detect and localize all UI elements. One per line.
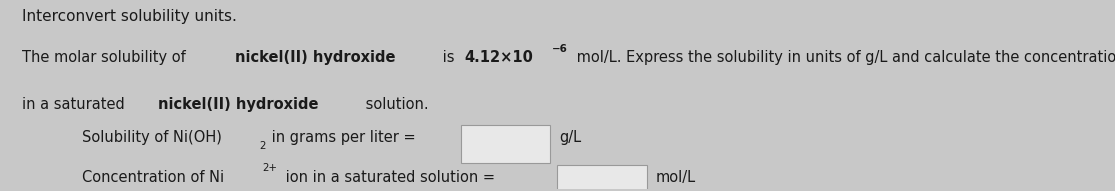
Text: Solubility of Ni(OH): Solubility of Ni(OH) [83,130,222,145]
Text: ion in a saturated solution =: ion in a saturated solution = [281,170,500,185]
Text: nickel(II) hydroxide: nickel(II) hydroxide [235,50,396,65]
Text: −6: −6 [552,44,568,53]
Text: nickel(II) hydroxide: nickel(II) hydroxide [158,97,319,112]
Text: solution.: solution. [361,97,428,112]
Text: 2: 2 [259,141,265,151]
FancyBboxPatch shape [558,165,647,191]
Text: Interconvert solubility units.: Interconvert solubility units. [22,9,236,24]
Text: in a saturated: in a saturated [22,97,129,112]
FancyBboxPatch shape [460,125,551,163]
Text: g/L: g/L [560,130,581,145]
Text: Concentration of Ni: Concentration of Ni [83,170,224,185]
Text: 4.12×10: 4.12×10 [465,50,534,65]
Text: The molar solubility of: The molar solubility of [22,50,191,65]
Text: 2+: 2+ [262,163,277,173]
Text: mol/L: mol/L [656,170,696,185]
Text: is: is [438,50,459,65]
Text: in grams per liter =: in grams per liter = [268,130,420,145]
Text: mol/L. Express the solubility in units of g/L and calculate the concentration of: mol/L. Express the solubility in units o… [572,50,1115,65]
